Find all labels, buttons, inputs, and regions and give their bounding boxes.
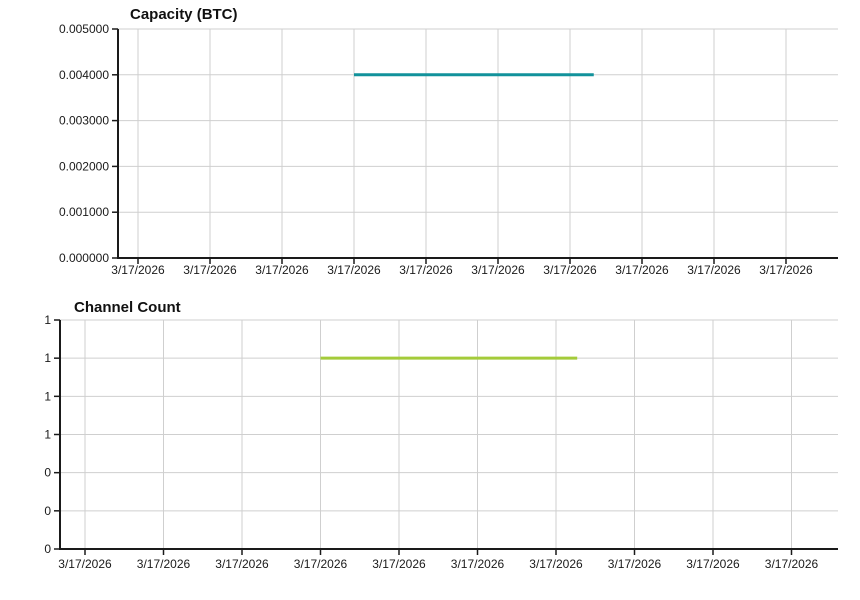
x-axis-label: 3/17/2026 bbox=[399, 263, 453, 277]
y-axis-label: 0.000000 bbox=[59, 251, 109, 265]
x-axis-label: 3/17/2026 bbox=[327, 263, 381, 277]
x-axis-label: 3/17/2026 bbox=[111, 263, 165, 277]
x-axis-label: 3/17/2026 bbox=[183, 263, 237, 277]
y-axis-label: 0.001000 bbox=[59, 205, 109, 219]
y-axis-label: 1 bbox=[44, 389, 51, 403]
x-axis-label: 3/17/2026 bbox=[372, 557, 426, 571]
y-axis-label: 0 bbox=[44, 504, 51, 518]
y-axis-label: 1 bbox=[44, 313, 51, 327]
x-axis-label: 3/17/2026 bbox=[543, 263, 597, 277]
capacity-chart-title: Capacity (BTC) bbox=[130, 6, 238, 23]
y-axis-label: 0.003000 bbox=[59, 114, 109, 128]
capacity-chart-plot: 3/17/2026 3/17/2026 3/17/2026 3/17/2026 3/17… bbox=[59, 22, 838, 277]
channel-count-chart-plot: 3/17/2026 3/17/2026 3/17/2026 3/17/2026 3/17… bbox=[44, 313, 838, 571]
y-axis-label: 0 bbox=[44, 466, 51, 480]
y-axis-label: 1 bbox=[44, 428, 51, 442]
x-axis-label: 3/17/2026 bbox=[765, 557, 819, 571]
x-axis-label: 3/17/2026 bbox=[608, 557, 662, 571]
x-axis-label: 3/17/2026 bbox=[529, 557, 583, 571]
x-axis-label: 3/17/2026 bbox=[451, 557, 505, 571]
x-axis-label: 3/17/2026 bbox=[294, 557, 348, 571]
x-axis-label: 3/17/2026 bbox=[687, 263, 741, 277]
x-axis-label: 3/17/2026 bbox=[215, 557, 269, 571]
channel-count-chart-title: Channel Count bbox=[74, 299, 181, 316]
x-axis-label: 3/17/2026 bbox=[137, 557, 191, 571]
y-axis-label: 0.005000 bbox=[59, 22, 109, 36]
x-axis-label: 3/17/2026 bbox=[615, 263, 669, 277]
x-axis-label: 3/17/2026 bbox=[58, 557, 112, 571]
x-axis-label: 3/17/2026 bbox=[255, 263, 309, 277]
y-axis-label: 0 bbox=[44, 542, 51, 556]
x-axis-label: 3/17/2026 bbox=[471, 263, 525, 277]
y-axis-label: 1 bbox=[44, 351, 51, 365]
x-axis-label: 3/17/2026 bbox=[686, 557, 740, 571]
y-axis-label: 0.004000 bbox=[59, 68, 109, 82]
x-axis-label: 3/17/2026 bbox=[759, 263, 813, 277]
y-axis-label: 0.002000 bbox=[59, 159, 109, 173]
